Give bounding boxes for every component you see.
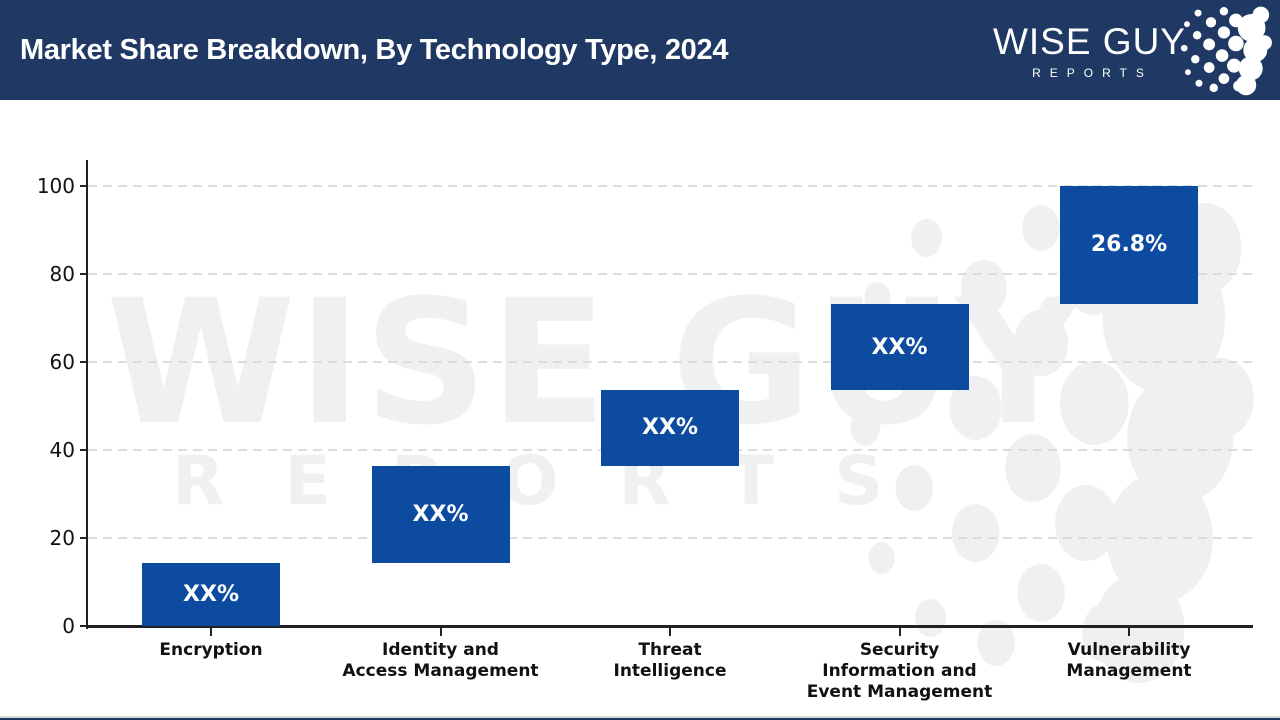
y-axis-tick: [80, 361, 87, 363]
bar-segment: XX%: [371, 465, 510, 564]
x-axis-tick: [439, 628, 442, 636]
y-axis-tick-label: 80: [49, 262, 75, 286]
chart-title: Market Share Breakdown, By Technology Ty…: [20, 33, 729, 66]
x-axis-category-label: Encryption: [159, 640, 263, 660]
y-axis-tick-label: 60: [49, 350, 75, 374]
x-axis-category-label: Vulnerability Management: [1066, 640, 1192, 681]
logo-subtext: REPORTS: [1032, 65, 1153, 80]
x-axis-tick: [898, 628, 901, 636]
x-axis-tick: [210, 628, 212, 636]
bar-value-label: 26.8%: [1090, 232, 1168, 258]
y-axis-tick: [80, 449, 87, 451]
y-axis-tick-label: 40: [49, 438, 75, 462]
y-axis-tick-label: 0: [62, 614, 75, 638]
bar-value-label: XX%: [871, 334, 928, 360]
wise-guy-logo: WISE GUY REPORTS: [993, 0, 1274, 100]
logo-text: WISE GUY REPORTS: [993, 21, 1186, 80]
gridline-60: [88, 361, 1253, 363]
y-axis-tick: [80, 273, 87, 275]
gridline-100: [88, 185, 1253, 187]
bar-segment: XX%: [601, 390, 739, 466]
x-axis-line: [88, 625, 1253, 628]
x-axis-tick: [669, 628, 671, 636]
y-axis-tick: [80, 625, 87, 627]
y-axis-line: [86, 160, 88, 629]
x-axis-category-label: Security Information and Event Managemen…: [806, 640, 993, 702]
x-axis-tick: [1128, 628, 1130, 636]
x-axis-category-label: Identity and Access Management: [342, 640, 539, 681]
x-axis-category-label: Threat Intelligence: [613, 640, 727, 681]
y-axis-tick-label: 100: [36, 174, 75, 198]
logo-wordmark: WISE GUY: [992, 20, 1186, 62]
y-axis-tick: [80, 185, 87, 187]
y-axis-tick: [80, 537, 87, 539]
bar-segment: XX%: [830, 303, 969, 391]
header-bar: Market Share Breakdown, By Technology Ty…: [0, 0, 1280, 100]
gridline-20: [88, 537, 1253, 539]
bar-segment: 26.8%: [1060, 186, 1198, 304]
bar-segment: XX%: [142, 563, 280, 626]
footer-bar: [0, 716, 1280, 720]
wise-guy-face-icon: [1180, 6, 1272, 96]
gridline-80: [88, 273, 1253, 275]
bar-value-label: XX%: [642, 415, 698, 441]
bar-value-label: XX%: [183, 582, 239, 608]
bar-value-label: XX%: [412, 501, 469, 527]
y-axis-tick-label: 20: [49, 526, 75, 550]
